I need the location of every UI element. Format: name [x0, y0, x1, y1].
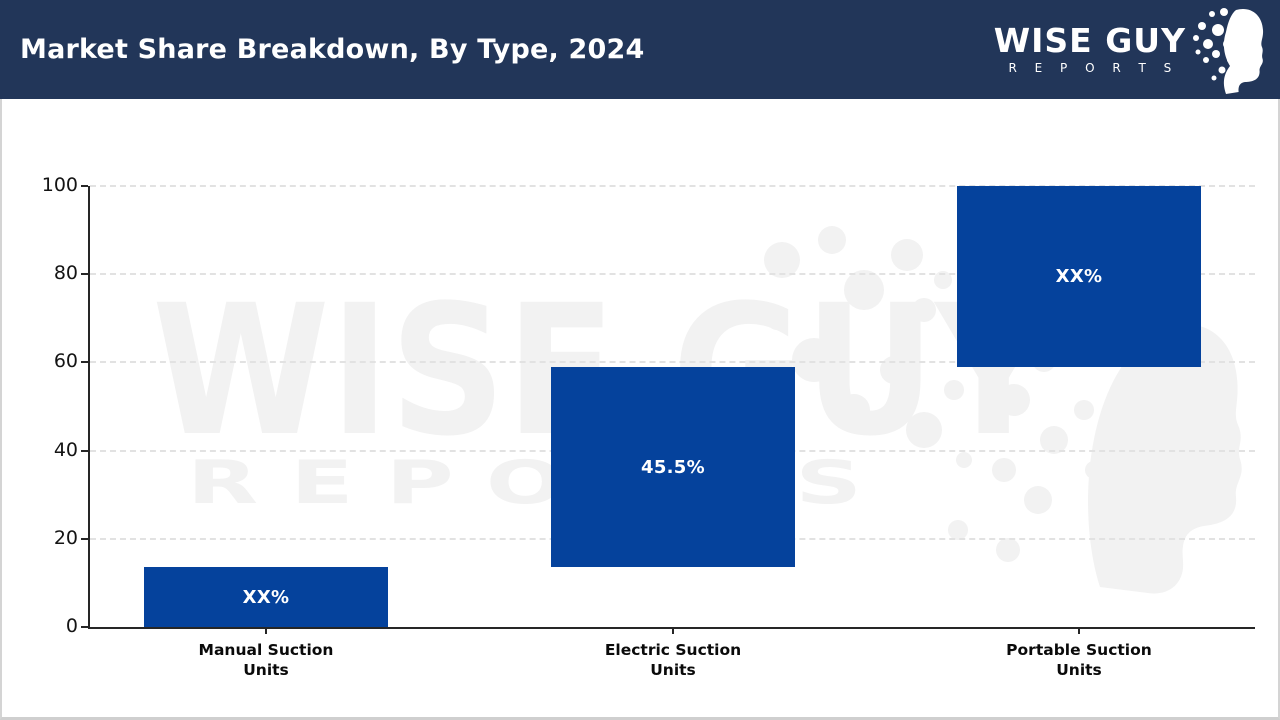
bar-value-label: 45.5%	[641, 456, 705, 478]
category-label-line: Units	[243, 661, 289, 679]
gridline-60	[90, 361, 1255, 364]
x-category-label-3: Portable Suction Units	[919, 640, 1239, 680]
y-tick-label-40: 40	[53, 438, 78, 461]
category-label-line: Portable Suction	[1006, 641, 1152, 659]
y-tick-label-100: 100	[41, 174, 78, 196]
x-category-label-1: Manual Suction Units	[106, 640, 426, 680]
y-tick-label-20: 20	[53, 526, 78, 549]
x-tick-mark-2	[672, 629, 674, 634]
y-tick-mark-40	[81, 449, 88, 452]
plot-area: 0 20 40 60 80 100 XX% Manual Suction Units 45.5% E…	[42, 174, 1255, 679]
brand-logo: WISE GUY R E P O R T S	[994, 4, 1266, 96]
bar-value-label: XX%	[1055, 265, 1103, 287]
brand-subname: R E P O R T S	[1008, 61, 1179, 75]
y-tick-label-60: 60	[53, 350, 78, 373]
bar-1: XX%	[144, 567, 388, 627]
header: Market Share Breakdown, By Type, 2024 WI…	[0, 0, 1280, 99]
bar-value-label: XX%	[242, 586, 290, 608]
chart-area: WISE GUY R E P O R T S 0 20 40 60 80 100 XX% Ma…	[0, 99, 1280, 720]
category-label-line: Electric Suction	[604, 641, 742, 659]
category-label-line: Units	[650, 661, 696, 679]
y-tick-label-0: 0	[65, 615, 78, 637]
chart-title: Market Share Breakdown, By Type, 2024	[20, 34, 645, 65]
gridline-80	[90, 273, 1255, 276]
brand-name: WISE GUY	[993, 21, 1186, 60]
brand-face-icon	[1193, 7, 1264, 94]
bar-3: XX%	[957, 186, 1201, 367]
y-tick-mark-60	[81, 361, 88, 364]
brand-logo-text: WISE GUY R E P O R T S	[993, 21, 1186, 76]
x-tick-mark-3	[1078, 629, 1080, 634]
y-tick-mark-20	[81, 537, 88, 540]
category-label-line: Manual Suction	[198, 641, 334, 659]
category-label-line: Units	[1056, 661, 1102, 679]
x-tick-mark-1	[265, 629, 267, 634]
y-tick-mark-80	[81, 273, 88, 276]
x-category-label-2: Electric Suction Units	[513, 640, 833, 680]
bar-2: 45.5%	[551, 366, 795, 568]
y-tick-label-80: 80	[53, 262, 78, 285]
y-tick-mark-100	[81, 185, 88, 187]
y-tick-mark-0	[81, 626, 88, 628]
gridline-100	[90, 185, 1255, 187]
